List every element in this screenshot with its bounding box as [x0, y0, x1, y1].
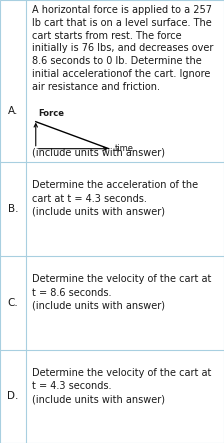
Text: A horizontal force is applied to a 257
lb cart that is on a level surface. The
c: A horizontal force is applied to a 257 l…	[32, 5, 213, 92]
Text: (include units with answer): (include units with answer)	[32, 148, 165, 158]
Text: A.: A.	[8, 106, 18, 116]
Text: Determine the acceleration of the
cart at t = 4.3 seconds.
(include units with a: Determine the acceleration of the cart a…	[32, 180, 198, 217]
Text: D.: D.	[7, 391, 19, 401]
Text: Force: Force	[38, 109, 64, 118]
Text: C.: C.	[8, 298, 18, 307]
Text: Determine the velocity of the cart at
t = 8.6 seconds.
(include units with answe: Determine the velocity of the cart at t …	[32, 274, 211, 311]
Text: time: time	[115, 144, 134, 153]
Text: Determine the velocity of the cart at
t = 4.3 seconds.
(include units with answe: Determine the velocity of the cart at t …	[32, 368, 211, 404]
Text: B.: B.	[8, 204, 18, 214]
